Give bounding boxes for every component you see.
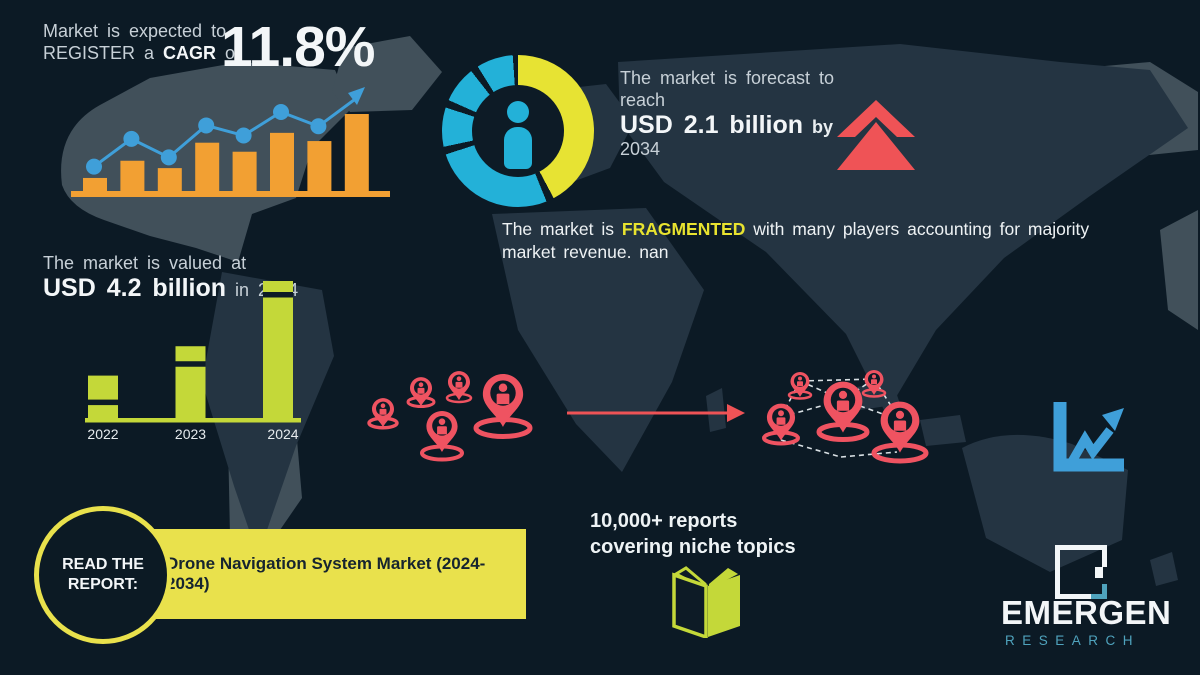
reports-line1: 10,000+ reports: [590, 510, 738, 532]
valued-value: USD 4.2 billion: [43, 274, 227, 302]
trend-arrowhead-icon: [348, 87, 365, 105]
value-baseline: [85, 418, 301, 423]
trend-point: [235, 127, 252, 144]
cagr-line1: Market is expected to: [43, 21, 227, 41]
line-chart-up-icon: [1053, 402, 1124, 472]
market-share-donut: [442, 55, 594, 207]
brand-subtitle: RESEARCH: [1005, 633, 1141, 648]
fragmentation-note: The market is FRAGMENTED with many playe…: [502, 218, 1150, 264]
trend-point: [310, 118, 327, 135]
trend-point: [86, 158, 102, 175]
cagr-baseline: [71, 191, 390, 197]
market-value-bar-chart: 2022 2023 2024: [85, 281, 301, 442]
axis-label: 2023: [175, 426, 206, 442]
valued-line1: The market is valued at: [43, 253, 247, 273]
report-banner-label: Drone Navigation System Market (2024-203…: [166, 554, 486, 593]
forecast-by: by: [812, 117, 834, 137]
trend-point: [273, 104, 289, 120]
emergen-square-logo-icon: [1055, 545, 1107, 599]
valued-stat-text: The market is valued at USD 4.2 billion …: [43, 252, 373, 301]
axis-label: 2024: [267, 426, 298, 442]
flow-arrow-icon: [567, 404, 745, 422]
value-bar-stripe: [88, 399, 118, 406]
value-bar-stripe: [175, 361, 206, 367]
scattered-map-pins-icon: [367, 371, 533, 462]
axis-label: 2022: [87, 426, 118, 442]
cagr-stat-text: Market is expected to REGISTER a CAGR of: [43, 20, 240, 64]
frag-post: with many players accounting for majorit…: [502, 219, 1090, 262]
cagr-bar: [270, 132, 294, 196]
cagr-line2: REGISTER a CAGR of: [43, 43, 241, 63]
read-report-label: READ THE REPORT:: [62, 556, 144, 593]
value-bar: [175, 346, 206, 418]
cagr-bar: [120, 160, 145, 196]
open-book-icon: [672, 566, 740, 638]
value-bar: [88, 375, 118, 418]
value-bar-stripe: [263, 292, 293, 298]
cagr-bar: [344, 114, 369, 196]
read-report-button[interactable]: READ THE REPORT:: [34, 506, 172, 644]
trend-point: [123, 130, 140, 147]
double-up-arrow-icon: [837, 100, 915, 170]
forecast-value: USD 2.1 billion: [620, 111, 804, 139]
frag-pre: The market is: [502, 219, 622, 239]
forecast-intro: The market is forecast to reach: [620, 68, 835, 110]
trend-point: [198, 117, 215, 134]
trend-point: [160, 149, 177, 166]
brand-name: EMERGEN: [1001, 594, 1172, 631]
frag-highlight: FRAGMENTED: [621, 219, 746, 239]
cagr-bar: [232, 151, 257, 196]
reports-line2: covering niche topics: [590, 536, 796, 558]
forecast-year: 2034: [620, 139, 661, 159]
value-bar: [263, 281, 293, 418]
cagr-word: CAGR: [163, 43, 217, 63]
cagr-bar-chart: [71, 87, 390, 197]
reports-count-text: 10,000+ reports covering niche topics: [590, 508, 850, 560]
forecast-stat-text: The market is forecast to reach USD 2.1 …: [620, 67, 842, 160]
cagr-bar: [195, 142, 220, 196]
connected-pins-network-icon: [762, 370, 929, 464]
cagr-bar: [307, 141, 332, 196]
cagr-value: 11.8%: [221, 15, 375, 79]
